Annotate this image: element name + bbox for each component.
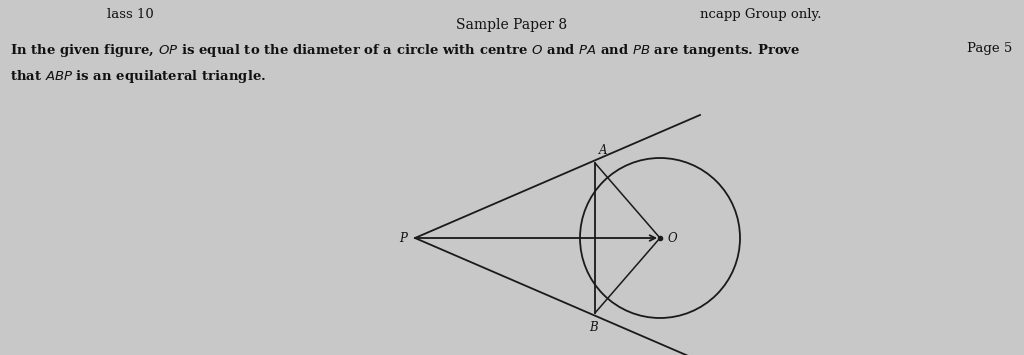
Text: In the given figure, $\mathit{OP}$ is equal to the diameter of a circle with cen: In the given figure, $\mathit{OP}$ is eq… xyxy=(10,42,801,59)
Text: O: O xyxy=(668,231,678,245)
Text: P: P xyxy=(399,231,407,245)
Text: A: A xyxy=(599,144,607,157)
Text: ncapp Group only.: ncapp Group only. xyxy=(700,8,821,21)
Text: Page 5: Page 5 xyxy=(967,42,1012,55)
Text: B: B xyxy=(589,321,597,334)
Text: that $\mathit{ABP}$ is an equilateral triangle.: that $\mathit{ABP}$ is an equilateral tr… xyxy=(10,68,266,85)
Text: lass 10: lass 10 xyxy=(106,8,154,21)
Text: Sample Paper 8: Sample Paper 8 xyxy=(457,18,567,32)
